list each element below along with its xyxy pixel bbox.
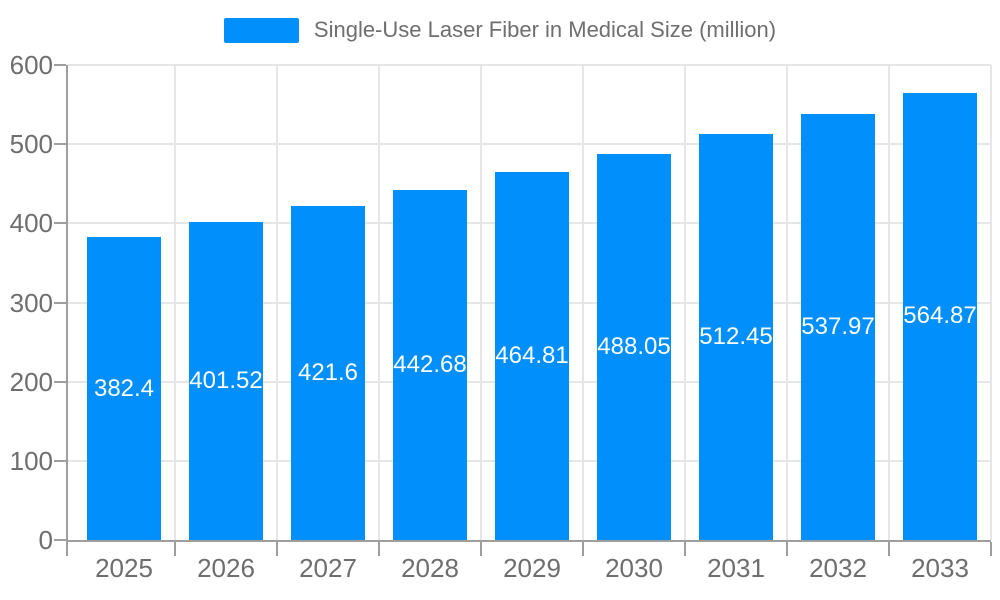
y-axis-label: 200 [9, 366, 53, 397]
gridline-vertical [174, 65, 176, 540]
gridline-vertical [276, 65, 278, 540]
x-axis-label: 2027 [299, 553, 357, 583]
x-axis-tick [174, 542, 176, 556]
x-axis-label: 2026 [197, 553, 255, 583]
x-axis-label: 2032 [809, 553, 867, 583]
bar[interactable]: 464.81 [495, 172, 569, 540]
x-axis-label: 2025 [95, 553, 153, 583]
gridline-vertical [990, 65, 992, 540]
x-axis-tick [786, 542, 788, 556]
y-axis-tick [54, 539, 66, 541]
gridline-vertical [684, 65, 686, 540]
x-axis-tick [582, 542, 584, 556]
y-axis-tick [54, 64, 66, 66]
bar-value-label: 382.4 [93, 374, 155, 402]
y-axis-tick [54, 143, 66, 146]
x-axis-label: 2030 [605, 553, 663, 583]
bar-value-label: 442.68 [393, 350, 467, 378]
y-axis-tick [54, 380, 66, 383]
legend[interactable]: Single-Use Laser Fiber in Medical Size (… [0, 17, 1000, 43]
gridline-vertical [582, 65, 584, 540]
x-axis-tick [480, 542, 482, 556]
bar[interactable]: 512.45 [699, 134, 773, 540]
y-axis-label: 300 [9, 287, 53, 318]
legend-swatch-icon [223, 17, 299, 43]
gridline-horizontal [67, 64, 991, 66]
gridline-horizontal [67, 143, 991, 146]
bar[interactable]: 488.05 [597, 153, 671, 540]
y-axis-label: 600 [9, 50, 53, 80]
x-axis-tick [276, 542, 278, 556]
bar[interactable]: 537.97 [801, 114, 875, 540]
x-axis-label: 2029 [503, 553, 561, 583]
gridline-vertical [378, 65, 380, 540]
y-axis-tick [54, 301, 66, 304]
x-axis-label: 2033 [911, 553, 969, 583]
x-axis-label: 2031 [707, 553, 765, 583]
bar-value-label: 488.05 [597, 332, 671, 360]
gridline-vertical [480, 65, 482, 540]
bar[interactable]: 442.68 [393, 189, 467, 540]
bar-value-label: 401.52 [189, 367, 263, 395]
x-axis-line [66, 540, 991, 542]
x-axis-tick [990, 542, 992, 556]
bar[interactable]: 421.6 [291, 206, 365, 540]
y-axis-tick [54, 222, 66, 225]
y-axis-label: 100 [9, 445, 53, 476]
x-axis-tick [888, 542, 890, 556]
x-axis-tick [378, 542, 380, 556]
y-axis-label: 500 [9, 129, 53, 160]
legend-label: Single-Use Laser Fiber in Medical Size (… [313, 17, 777, 42]
bar-value-label: 564.87 [903, 302, 977, 330]
y-axis-label: 400 [9, 208, 53, 239]
bar[interactable]: 382.4 [87, 237, 161, 540]
bar-value-label: 537.97 [801, 313, 875, 341]
x-axis-tick [684, 542, 686, 556]
y-axis-tick [54, 459, 66, 462]
bar-value-label: 464.81 [495, 342, 569, 369]
y-axis-label: 0 [38, 525, 53, 555]
gridline-vertical [888, 65, 890, 540]
bar[interactable]: 564.87 [903, 92, 977, 540]
gridline-vertical [786, 65, 788, 540]
y-axis-line [66, 65, 68, 556]
x-axis-label: 2028 [401, 553, 459, 583]
bar-value-label: 421.6 [297, 359, 359, 387]
bar[interactable]: 401.52 [189, 222, 263, 540]
bar-value-label: 512.45 [699, 323, 773, 351]
